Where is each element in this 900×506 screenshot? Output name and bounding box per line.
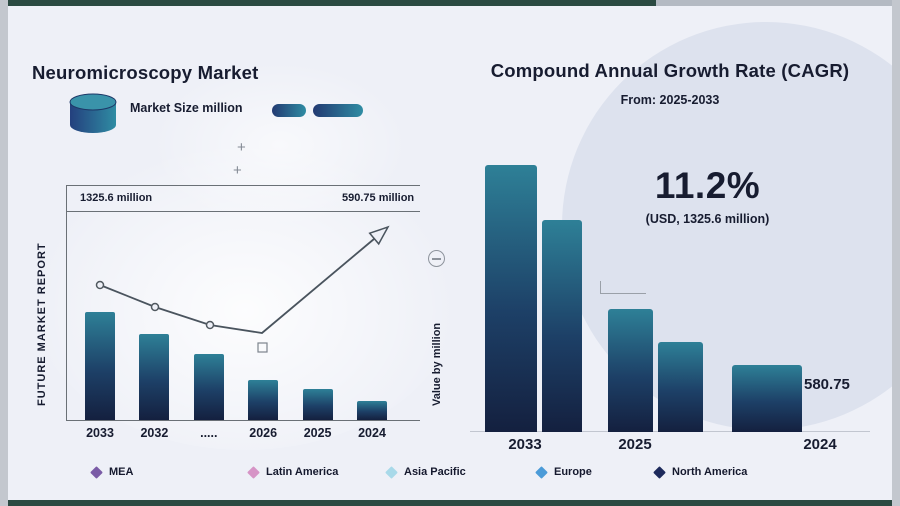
step-decoration-vertical bbox=[600, 281, 601, 294]
pill-decoration-left bbox=[272, 104, 306, 117]
right-chart-category-labels: 2033 2025 2024 bbox=[470, 436, 870, 456]
market-bar-2025 bbox=[302, 389, 333, 420]
left-category-2025: 2025 bbox=[303, 426, 332, 440]
legend-label: Asia Pacific bbox=[404, 466, 466, 478]
right-category-2025: 2025 bbox=[618, 436, 652, 453]
left-chart-title: Neuromicroscopy Market bbox=[32, 62, 259, 83]
left-category-2032: 2032 bbox=[140, 426, 169, 440]
annotation-min-value: 590.75 million bbox=[342, 192, 415, 204]
right-chart-bars bbox=[470, 160, 870, 432]
market-bar-..... bbox=[193, 354, 224, 420]
left-category-2024: 2024 bbox=[358, 426, 386, 440]
left-chart-header-rule bbox=[66, 211, 420, 212]
future-market-report-label: FUTURE MARKET REPORT bbox=[36, 242, 48, 406]
cagr-note: (USD, 1325.6 million) bbox=[645, 212, 770, 226]
left-category-2033: 2033 bbox=[86, 426, 114, 440]
left-category-2026: 2026 bbox=[249, 426, 278, 440]
value-axis-label: Value by million bbox=[431, 322, 443, 406]
legend-diamond-icon bbox=[535, 465, 548, 479]
legend-item-mea: MEA bbox=[90, 465, 134, 479]
market-bar-2032 bbox=[139, 334, 170, 420]
legend-item-europe: Europe bbox=[535, 465, 592, 479]
legend-label: Europe bbox=[554, 466, 592, 478]
right-category-2024: 2024 bbox=[803, 436, 837, 453]
legend-diamond-icon bbox=[385, 465, 398, 479]
cagr-bar-4 bbox=[732, 365, 802, 432]
cagr-bar-0 bbox=[485, 165, 537, 432]
cagr-bar-3 bbox=[658, 342, 703, 432]
step-decoration-horizontal bbox=[600, 293, 646, 294]
legend-item-latin-america: Latin America bbox=[247, 465, 339, 479]
background-glow-decoration bbox=[150, 60, 410, 230]
right-chart-subtitle: From: 2025-2033 bbox=[620, 93, 720, 107]
frame-top-right-bar bbox=[656, 0, 892, 6]
legend-label: Latin America bbox=[266, 466, 339, 478]
left-chart-bars bbox=[66, 185, 420, 420]
cagr-value: 11.2% bbox=[654, 165, 761, 206]
left-category-.....: ..... bbox=[200, 426, 218, 440]
database-cylinder-icon bbox=[69, 93, 117, 133]
legend-label: MEA bbox=[109, 466, 134, 478]
trend-line-arrow bbox=[95, 225, 390, 353]
market-bar-2026 bbox=[248, 380, 279, 420]
left-chart-category-labels: 2033 2032..... 2026 2025 2024 bbox=[66, 426, 420, 444]
left-chart-x-axis bbox=[66, 420, 420, 421]
region-legend: MEA Latin America Asia Pacific Europe North … bbox=[0, 465, 900, 488]
legend-diamond-icon bbox=[653, 465, 666, 479]
annotation-max-value: 1325.6 million bbox=[80, 192, 153, 204]
plus-decoration-2: + bbox=[233, 162, 242, 179]
legend-item-north-america: North America bbox=[653, 465, 748, 479]
legend-item-asia-pacific: Asia Pacific bbox=[385, 465, 466, 479]
pill-decoration-right bbox=[313, 104, 363, 117]
plus-decoration-1: + bbox=[237, 139, 246, 156]
cagr-bar-2 bbox=[608, 309, 653, 432]
frame-right-edge bbox=[892, 0, 900, 506]
market-bar-2024 bbox=[357, 401, 387, 420]
right-chart-title: Compound Annual Growth Rate (CAGR) bbox=[490, 60, 850, 81]
circle-minus-decoration bbox=[428, 250, 445, 267]
market-size-legend-label: Market Size million bbox=[130, 101, 243, 115]
left-chart-y-axis bbox=[66, 185, 67, 421]
legend-diamond-icon bbox=[247, 465, 260, 479]
bar-value-label: 580.75 bbox=[804, 376, 850, 393]
right-category-2033: 2033 bbox=[508, 436, 542, 453]
frame-bottom-bar bbox=[8, 500, 892, 506]
legend-label: North America bbox=[672, 466, 748, 478]
frame-left-edge bbox=[0, 0, 8, 506]
legend-diamond-icon bbox=[90, 465, 103, 479]
frame-top-bar bbox=[8, 0, 656, 6]
cagr-bar-1 bbox=[542, 220, 582, 432]
market-bar-2033 bbox=[85, 312, 115, 420]
left-chart-top-rule bbox=[66, 185, 420, 186]
